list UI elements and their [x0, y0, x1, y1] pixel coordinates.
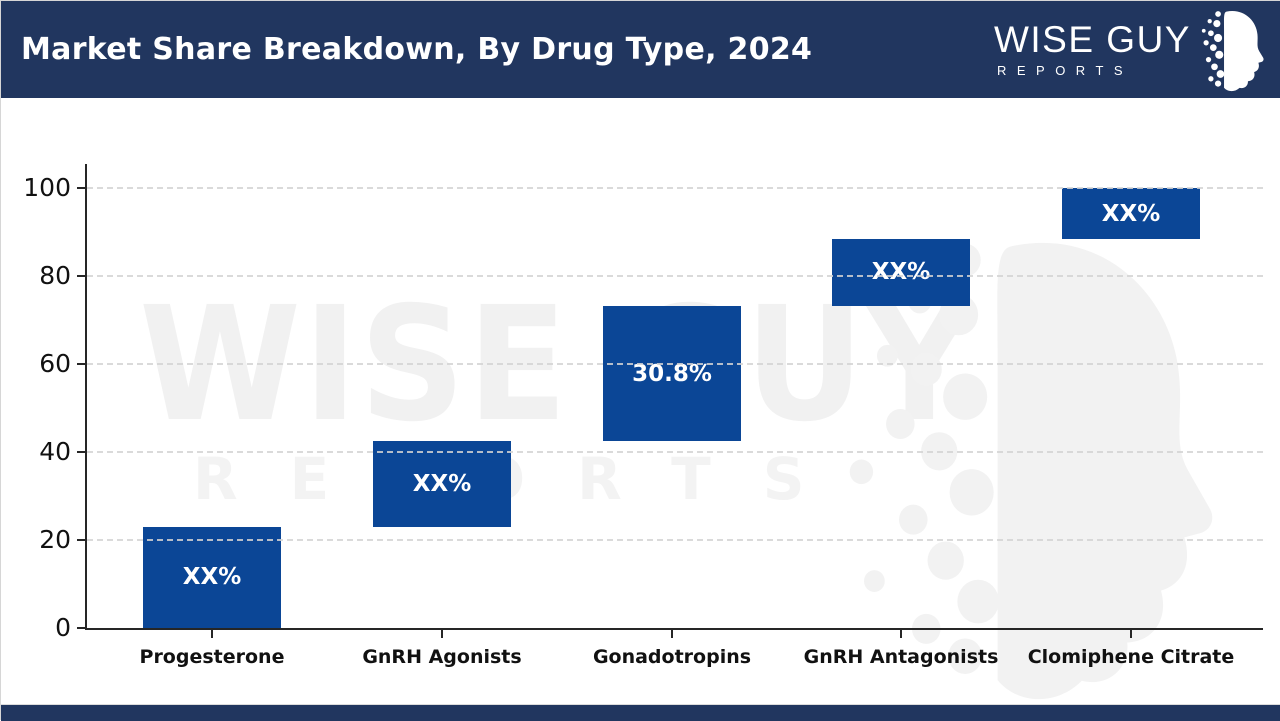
x-axis-tick-mark	[441, 630, 443, 638]
y-axis-tick-mark	[77, 187, 85, 189]
footer-bar	[1, 705, 1280, 721]
y-axis-tick-mark	[77, 539, 85, 541]
bar-segment: 30.8%	[603, 305, 741, 442]
gridline	[87, 187, 1263, 189]
x-axis-category-label: GnRH Agonists	[362, 646, 522, 668]
waterfall-chart: WISE GUY REPORTS XX% XX% 30.8% XX% XX% 0 20 40 6…	[1, 98, 1280, 704]
bar-segment: XX%	[143, 526, 281, 628]
bar-value-label: XX%	[1101, 200, 1161, 227]
bar-segment: XX%	[373, 441, 511, 527]
x-axis-category-label: GnRH Antagonists	[803, 646, 999, 668]
wise-guy-logo: WISE GUY REPORTS	[994, 8, 1267, 92]
y-axis-tick-mark	[77, 451, 85, 453]
gridline	[87, 275, 1263, 277]
logo-wordmark-line2: REPORTS	[996, 63, 1134, 78]
bar-segment: XX%	[832, 239, 970, 306]
y-axis-tick-mark	[77, 627, 85, 629]
y-axis-tick-label: 60	[39, 349, 71, 378]
logo-head-icon	[1201, 10, 1264, 91]
x-axis-category-label: Progesterone	[139, 646, 285, 668]
y-axis-tick-mark	[77, 363, 85, 365]
x-axis-category-label: Gonadotropins	[592, 646, 752, 668]
gridline	[87, 451, 1263, 453]
bar-segment: XX%	[1062, 188, 1200, 240]
logo-wordmark-line1: WISE GUY	[993, 19, 1191, 60]
bar-value-label: XX%	[412, 471, 472, 498]
watermark-subtext: REPORTS	[193, 445, 857, 513]
x-axis-tick-mark	[900, 630, 902, 638]
gridline	[87, 539, 1263, 541]
logo-wordmark: WISE GUY REPORTS	[994, 21, 1191, 78]
y-axis-tick-label: 80	[39, 261, 71, 290]
y-axis-tick-label: 40	[39, 437, 71, 466]
header-bar: Market Share Breakdown, By Drug Type, 20…	[1, 1, 1280, 98]
watermark-text: WISE GUY	[139, 273, 975, 457]
gridline	[87, 363, 1263, 365]
footer-divider	[1, 704, 1280, 705]
x-axis-tick-mark	[671, 630, 673, 638]
bar-value-label: XX%	[871, 259, 931, 286]
page-title: Market Share Breakdown, By Drug Type, 20…	[21, 32, 813, 67]
y-axis-tick-label: 0	[55, 613, 71, 642]
x-axis-tick-mark	[211, 630, 213, 638]
bar-value-label: XX%	[182, 564, 242, 591]
y-axis-line	[85, 164, 87, 630]
x-axis-line	[85, 628, 1263, 630]
x-axis-tick-mark	[1130, 630, 1132, 638]
y-axis-tick-mark	[77, 275, 85, 277]
y-axis-tick-label: 100	[23, 173, 71, 202]
y-axis-tick-label: 20	[39, 525, 71, 554]
x-axis-category-label: Clomiphene Citrate	[1027, 646, 1235, 668]
